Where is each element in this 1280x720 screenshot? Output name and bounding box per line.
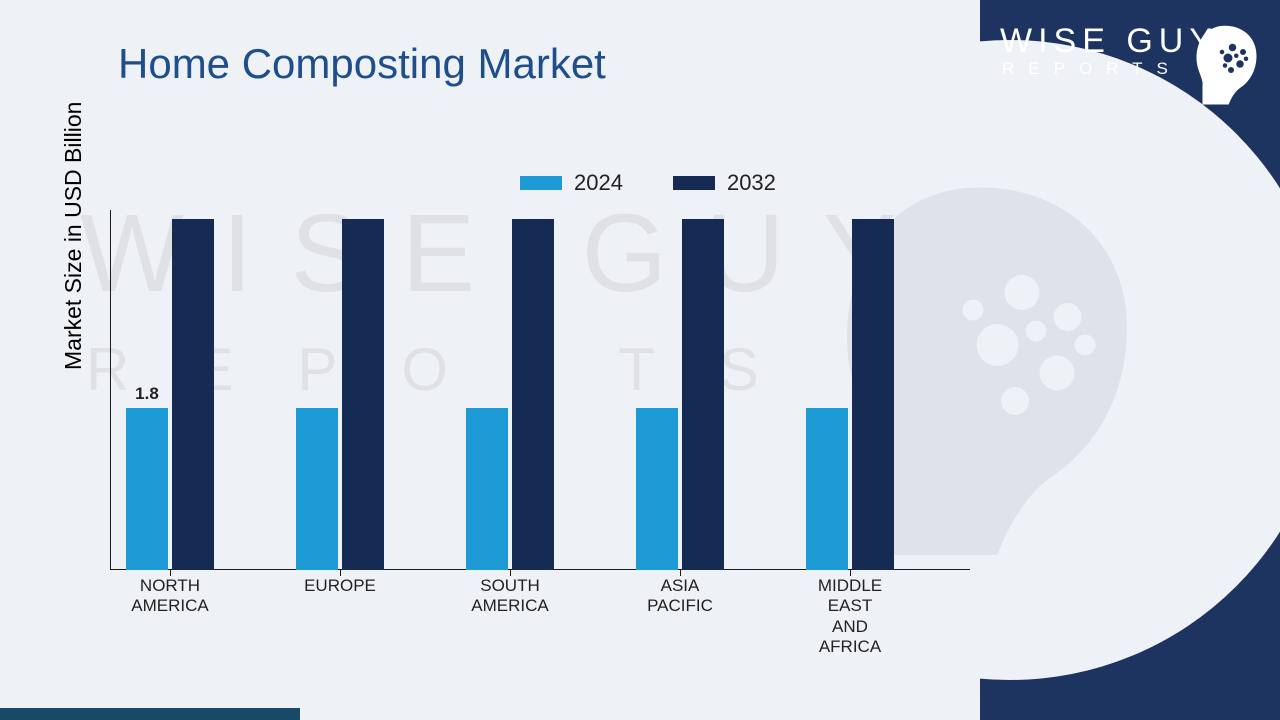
bar (126, 408, 168, 570)
bar (342, 219, 384, 570)
bottom-accent-bar (0, 708, 300, 720)
bar (852, 219, 894, 570)
bar (296, 408, 338, 570)
bar (682, 219, 724, 570)
x-axis-label: EUROPE (275, 576, 405, 596)
x-axis-label: NORTHAMERICA (105, 576, 235, 617)
legend-item: 2032 (673, 170, 776, 196)
legend-label: 2032 (727, 170, 776, 196)
bar (806, 408, 848, 570)
legend-item: 2024 (520, 170, 623, 196)
y-axis-line (110, 210, 111, 570)
brand-head-icon (1184, 22, 1266, 112)
legend: 2024 2032 (520, 170, 776, 196)
bar (512, 219, 554, 570)
plot-area: 1.8 (110, 210, 970, 570)
report-graphic: WISE GUY REPORTS Home Composting Market … (0, 0, 1280, 720)
value-label: 1.8 (114, 384, 180, 404)
x-axis-label: SOUTHAMERICA (445, 576, 575, 617)
legend-swatch (520, 176, 562, 190)
bar (466, 408, 508, 570)
x-axis-label: MIDDLEEASTANDAFRICA (785, 576, 915, 658)
chart-title: Home Composting Market (118, 40, 606, 88)
legend-swatch (673, 176, 715, 190)
brand-logo: WISE GUY REPORTS (1000, 22, 1260, 112)
bar (636, 408, 678, 570)
legend-label: 2024 (574, 170, 623, 196)
x-axis-label: ASIAPACIFIC (615, 576, 745, 617)
y-axis-label: Market Size in USD Billion (60, 102, 87, 370)
